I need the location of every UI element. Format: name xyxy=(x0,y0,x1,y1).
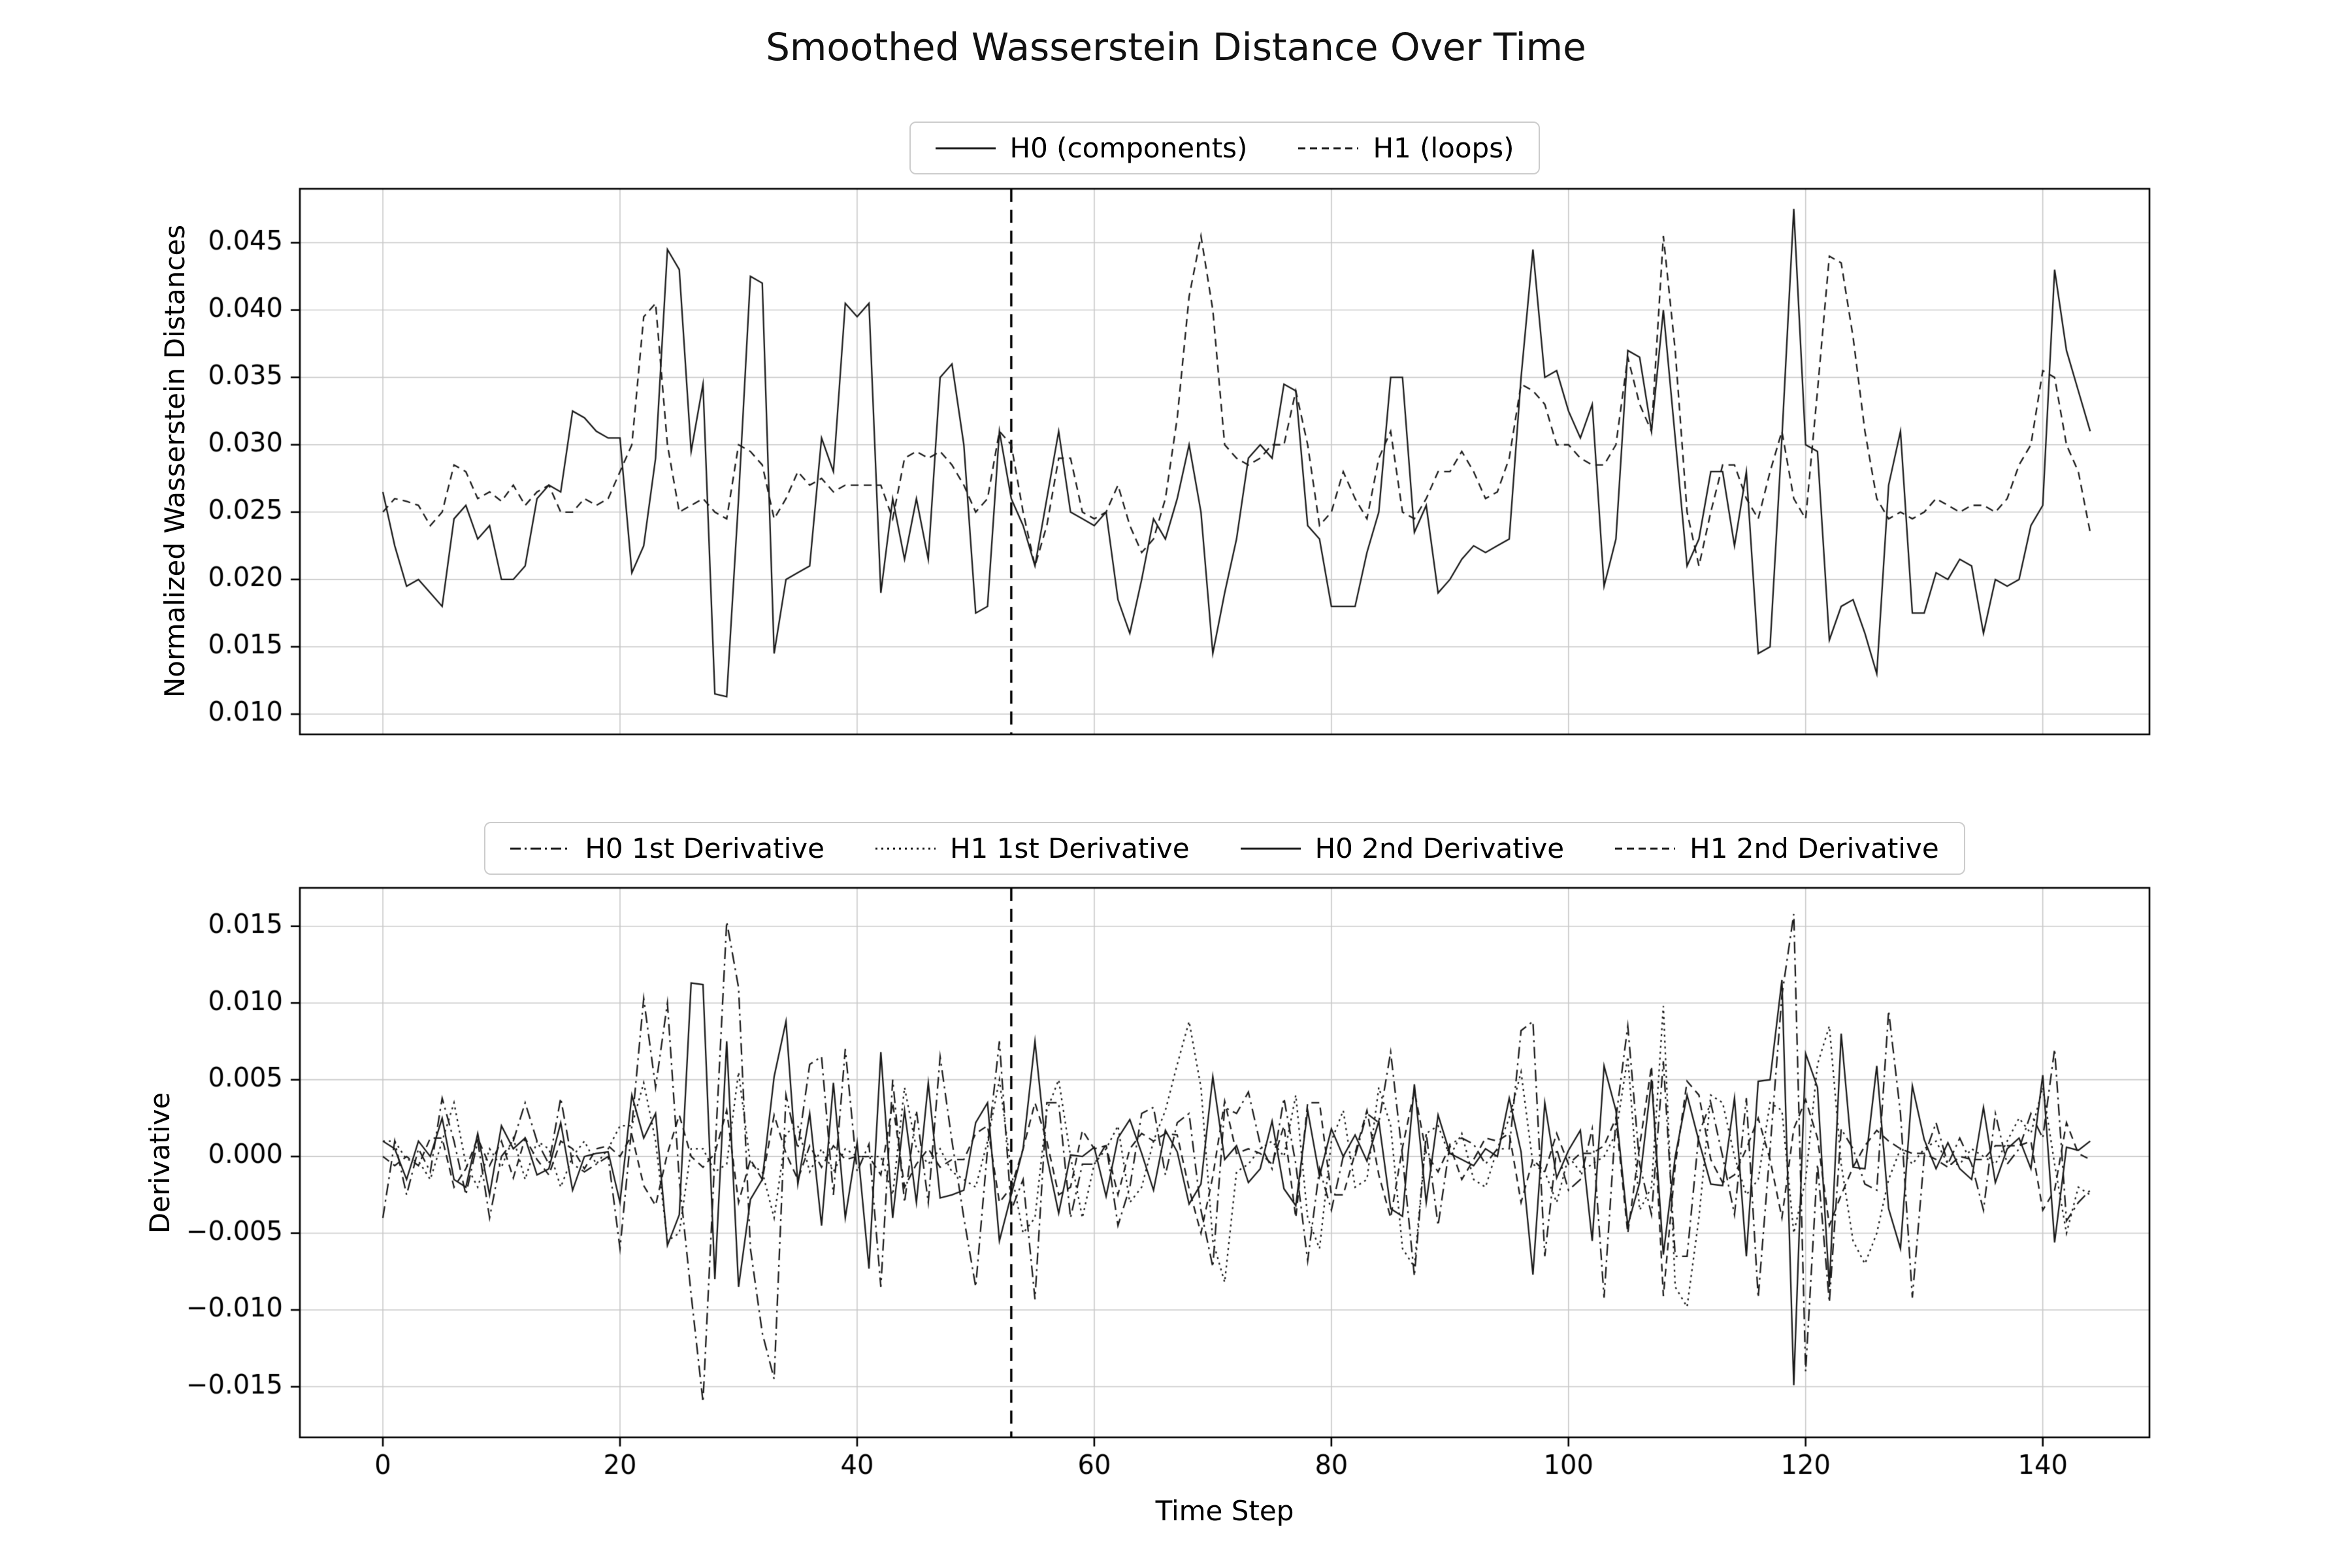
legend-bottom: H0 1st Derivative H1 1st Derivative H0 2nd… xyxy=(300,822,2149,875)
legend-label: H1 (loops) xyxy=(1373,132,1514,164)
legend-item: H0 2nd Derivative xyxy=(1240,832,1565,864)
legend-line-sample-icon xyxy=(875,847,936,849)
legend-line-sample-icon xyxy=(1615,847,1676,849)
legend-item: H0 1st Derivative xyxy=(510,832,825,864)
chart-title: Smoothed Wasserstein Distance Over Time xyxy=(766,25,1586,69)
y-axis-label-distances: Normalized Wasserstein Distances xyxy=(159,224,191,698)
legend-label: H0 1st Derivative xyxy=(585,832,825,864)
legend-top: H0 (components) H1 (loops) xyxy=(300,122,2149,174)
legend-box-bottom: H0 1st Derivative H1 1st Derivative H0 2nd… xyxy=(484,822,1965,875)
legend-box-top: H0 (components) H1 (loops) xyxy=(909,122,1541,174)
legend-item: H1 (loops) xyxy=(1298,132,1514,164)
legend-item: H0 (components) xyxy=(935,132,1248,164)
y-axis-label-derivative: Derivative xyxy=(144,1092,176,1234)
legend-line-sample-icon xyxy=(1240,847,1301,849)
legend-item: H1 2nd Derivative xyxy=(1615,832,1939,864)
legend-label: H0 2nd Derivative xyxy=(1315,832,1565,864)
legend-line-sample-icon xyxy=(510,847,571,849)
legend-label: H0 (components) xyxy=(1009,132,1248,164)
legend-label: H1 2nd Derivative xyxy=(1690,832,1939,864)
x-axis-label: Time Step xyxy=(1155,1495,1294,1527)
legend-line-sample-icon xyxy=(1298,147,1359,149)
legend-label: H1 1st Derivative xyxy=(949,832,1190,864)
legend-item: H1 1st Derivative xyxy=(875,832,1190,864)
legend-line-sample-icon xyxy=(935,147,996,149)
